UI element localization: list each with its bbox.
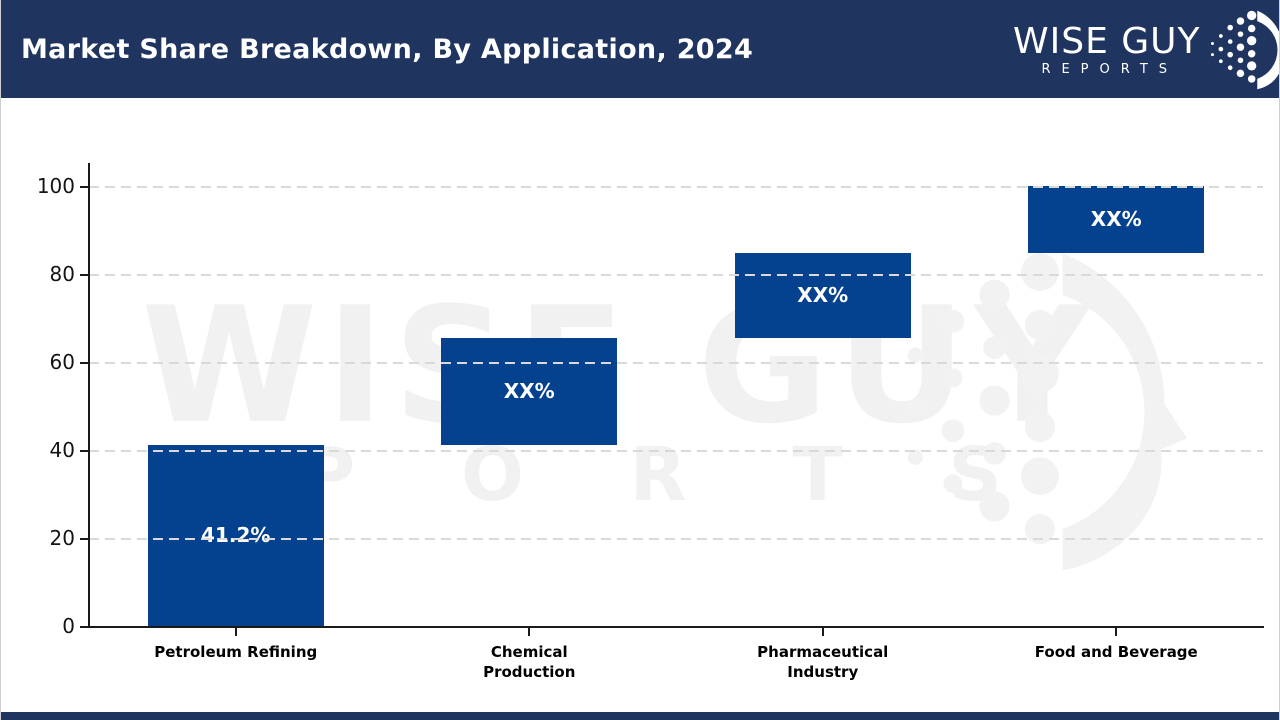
x-tick-mark xyxy=(234,628,237,636)
x-axis-line xyxy=(88,626,1264,628)
bar-petroleum-refining: 41.2% xyxy=(147,444,324,626)
bar-pharmaceutical-industry: XX% xyxy=(734,252,911,338)
y-tick-label-0: 0 xyxy=(62,614,75,638)
bar-chemical-production: XX% xyxy=(441,337,618,445)
y-tick-label-40: 40 xyxy=(49,438,75,462)
y-tick-mark-80 xyxy=(80,274,88,276)
y-tick-mark-0 xyxy=(80,626,88,628)
watermark-reports: P O R T S xyxy=(301,432,1042,518)
bar-value-label: XX% xyxy=(797,283,849,308)
footer-bar xyxy=(1,712,1279,720)
y-tick-label-60: 60 xyxy=(49,350,75,374)
x-tick-mark xyxy=(1115,628,1118,636)
y-tick-mark-100 xyxy=(80,186,88,188)
y-tick-mark-40 xyxy=(80,450,88,452)
logo-wordmark: WISE GUY xyxy=(1013,21,1201,63)
y-tick-mark-20 xyxy=(80,538,88,540)
x-category-label: Petroleum Refining xyxy=(154,643,318,661)
logo-text: WISE GUY REPORTS xyxy=(1013,23,1201,77)
x-category-label: Pharmaceutical Industry xyxy=(757,643,889,682)
header-bar: Market Share Breakdown, By Application, … xyxy=(1,0,1279,98)
page-title: Market Share Breakdown, By Application, … xyxy=(21,33,754,65)
x-category-label: Food and Beverage xyxy=(1034,643,1198,661)
watermark-head-icon xyxy=(905,253,1188,571)
x-tick-mark xyxy=(821,628,824,636)
bar-value-label: XX% xyxy=(1090,207,1142,232)
x-tick-mark xyxy=(528,628,531,636)
logo-subtext: REPORTS xyxy=(1041,61,1179,77)
bar-value-label: XX% xyxy=(503,379,555,404)
gridline-20 xyxy=(89,538,1263,540)
bar-food-and-beverage: XX% xyxy=(1028,186,1205,253)
y-tick-label-100: 100 xyxy=(36,174,75,198)
chart-plot-area: 0 20 40 60 80 100 41.2% Petroleum Refining XX% Ch… xyxy=(1,98,1279,712)
y-tick-label-80: 80 xyxy=(49,262,75,286)
y-tick-mark-60 xyxy=(80,362,88,364)
wise-guy-logo: WISE GUY REPORTS xyxy=(1013,8,1279,92)
y-tick-label-20: 20 xyxy=(49,526,75,550)
bar-value-label: 41.2% xyxy=(201,523,271,548)
gridline-60 xyxy=(89,362,1263,364)
gridline-100 xyxy=(89,186,1263,188)
y-axis-line xyxy=(88,163,90,628)
logo-head-icon xyxy=(1210,10,1279,90)
x-category-label: Chemical Production xyxy=(483,643,576,682)
gridline-40 xyxy=(89,450,1263,452)
gridline-80 xyxy=(89,274,1263,276)
